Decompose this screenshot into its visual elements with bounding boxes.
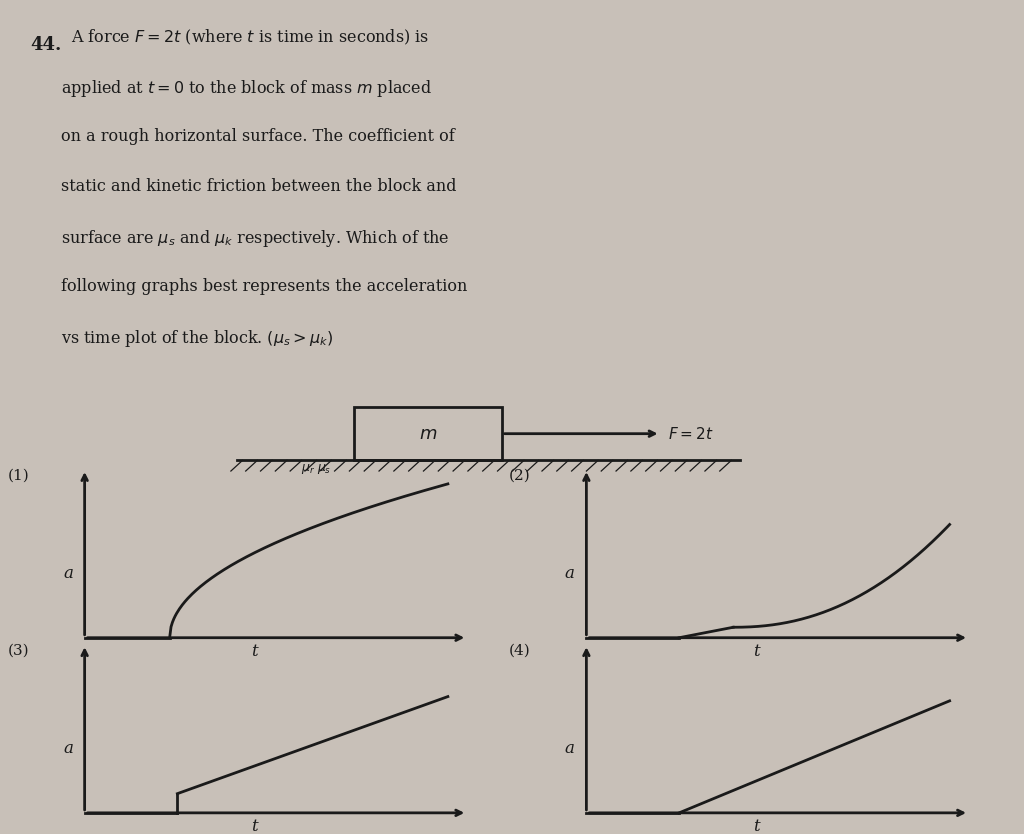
Text: $F=2t$: $F=2t$ <box>669 425 714 442</box>
Text: 44.: 44. <box>31 36 62 54</box>
Bar <box>353 407 502 460</box>
Text: t: t <box>251 818 258 834</box>
Text: vs time plot of the block. $(\mu_s>\mu_k)$: vs time plot of the block. $(\mu_s>\mu_k… <box>61 329 334 349</box>
Text: (4): (4) <box>509 644 530 658</box>
Text: applied at $t=0$ to the block of mass $m$ placed: applied at $t=0$ to the block of mass $m… <box>61 78 432 99</box>
Text: (2): (2) <box>509 469 530 483</box>
Text: static and kinetic friction between the block and: static and kinetic friction between the … <box>61 178 457 195</box>
Text: on a rough horizontal surface. The coefficient of: on a rough horizontal surface. The coeff… <box>61 128 456 145</box>
Text: $m$: $m$ <box>419 425 437 443</box>
Text: surface are $\mu_s$ and $\mu_k$ respectively. Which of the: surface are $\mu_s$ and $\mu_k$ respecti… <box>61 229 450 249</box>
Text: a: a <box>565 741 574 757</box>
Text: (1): (1) <box>7 469 29 483</box>
Text: a: a <box>63 565 73 582</box>
Text: a: a <box>565 565 574 582</box>
Text: A force $F=2t$ (where $t$ is time in seconds) is: A force $F=2t$ (where $t$ is time in sec… <box>61 28 430 48</box>
Text: t: t <box>753 643 760 660</box>
Text: t: t <box>251 643 258 660</box>
Text: a: a <box>63 741 73 757</box>
Text: following graphs best represents the acceleration: following graphs best represents the acc… <box>61 279 468 295</box>
Text: t: t <box>753 818 760 834</box>
Text: (3): (3) <box>7 644 29 658</box>
Text: $\mu_r$ $\mu_s$: $\mu_r$ $\mu_s$ <box>301 462 332 476</box>
